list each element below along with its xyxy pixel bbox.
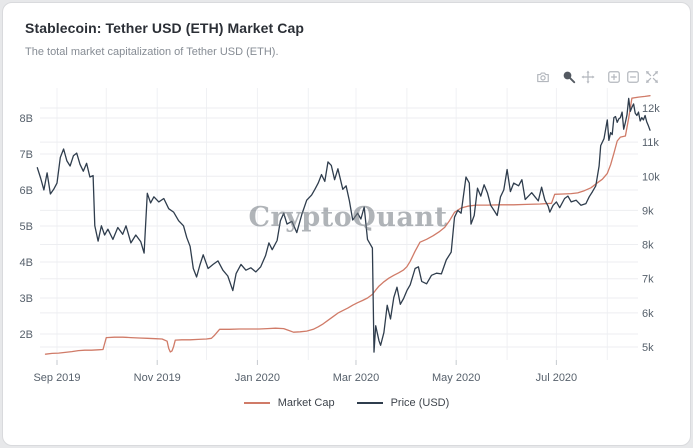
y-right-tick-label: 6k xyxy=(642,308,654,320)
chart-subtitle: The total market capitalization of Tethe… xyxy=(25,46,279,58)
zoom-in-icon[interactable] xyxy=(607,70,621,84)
camera-icon[interactable] xyxy=(536,70,550,84)
legend-label: Price (USD) xyxy=(390,397,450,409)
page-title: Stablecoin: Tether USD (ETH) Market Cap xyxy=(25,20,305,36)
y-left-tick-label: 3B xyxy=(20,293,33,305)
y-left-tick-label: 5B xyxy=(20,221,33,233)
y-right-tick-label: 5k xyxy=(642,342,654,354)
price-line xyxy=(36,97,651,353)
legend-item-market-cap[interactable]: Market Cap xyxy=(243,397,335,409)
y-left-tick-label: 4B xyxy=(20,257,33,269)
y-right-tick-label: 12k xyxy=(642,103,660,115)
y-left-tick-label: 8B xyxy=(20,113,33,125)
y-right-tick-label: 9k xyxy=(642,205,654,217)
legend-item-price[interactable]: Price (USD) xyxy=(356,397,450,409)
y-left-tick-label: 6B xyxy=(20,185,33,197)
y-right-tick-label: 7k xyxy=(642,274,654,286)
market-cap-line xyxy=(44,95,651,355)
y-right-tick-label: 10k xyxy=(642,171,660,183)
x-tick-label: May 2020 xyxy=(432,372,480,384)
modebar xyxy=(536,70,659,84)
x-tick-label: Mar 2020 xyxy=(333,372,379,384)
market-cap-swatch xyxy=(243,402,270,404)
watermark: CryptoQuant xyxy=(248,202,448,233)
price-swatch xyxy=(356,402,383,404)
y-left-tick-label: 7B xyxy=(20,149,33,161)
legend: Market Cap Price (USD) xyxy=(0,397,693,409)
pan-icon[interactable] xyxy=(581,70,595,84)
autoscale-icon[interactable] xyxy=(645,70,659,84)
y-left-tick-label: 2B xyxy=(20,329,33,341)
legend-label: Market Cap xyxy=(277,397,335,409)
zoom-out-icon[interactable] xyxy=(626,70,640,84)
x-tick-label: Sep 2019 xyxy=(33,372,80,384)
y-right-tick-label: 11k xyxy=(642,137,659,149)
x-tick-label: Jul 2020 xyxy=(536,372,578,384)
x-tick-label: Nov 2019 xyxy=(134,372,181,384)
x-tick-label: Jan 2020 xyxy=(235,372,280,384)
y-right-tick-label: 8k xyxy=(642,240,654,252)
zoom-icon[interactable] xyxy=(562,70,576,84)
